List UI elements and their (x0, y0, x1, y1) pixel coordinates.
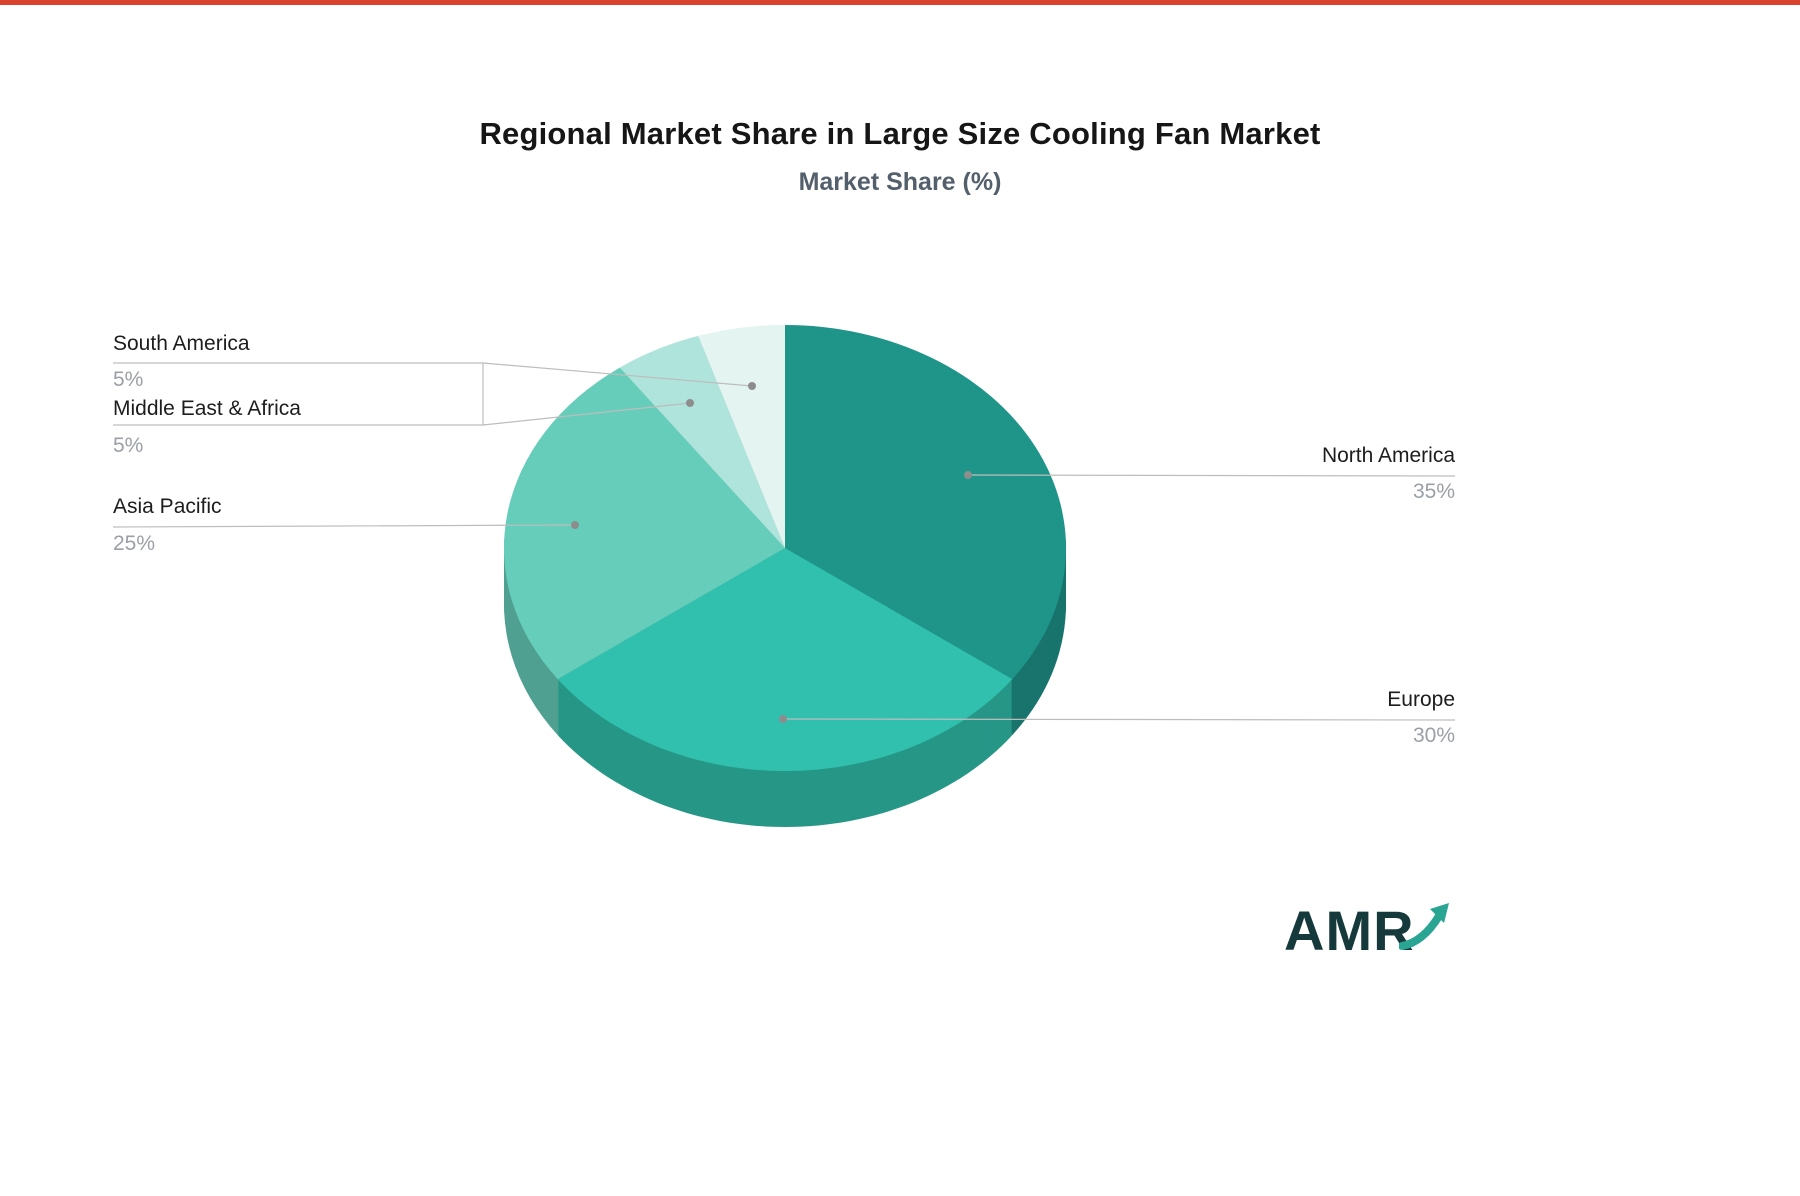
pie-slice-middle-east-africa[interactable] (619, 335, 785, 548)
top-accent-bar (0, 0, 1800, 5)
slice-value-europe: 30% (1412, 724, 1455, 747)
slice-label-europe: Europe (1387, 688, 1455, 711)
leader-dot-north-america (964, 471, 972, 479)
pie-slice-south-america[interactable] (698, 325, 785, 548)
leader-dot-asia-pacific (571, 521, 579, 529)
leader-line-asia-pacific (112, 524, 576, 528)
slice-label-south-america: South America (113, 332, 250, 355)
slice-value-south-america: 5% (113, 368, 144, 391)
page-title: Regional Market Share in Large Size Cool… (479, 116, 1321, 151)
leader-dot-europe (779, 715, 787, 723)
slice-value-north-america: 35% (1412, 480, 1455, 503)
leader-line-europe (782, 718, 1456, 721)
slice-value-asia-pacific: 25% (113, 532, 156, 555)
leader-line-middle-east-africa (113, 402, 691, 426)
amr-logo-arrow-icon (1398, 902, 1449, 950)
pie-slice-europe[interactable] (557, 548, 1013, 771)
amr-logo-text: AMR (1284, 899, 1415, 962)
leader-dot-south-america (748, 382, 756, 390)
leader-dot-middle-east-africa (686, 399, 694, 407)
slice-value-middle-east-africa: 5% (113, 434, 144, 457)
amr-logo: AMR (1284, 898, 1451, 963)
pie-slice-north-america[interactable] (785, 325, 1066, 680)
slice-label-middle-east-africa: Middle East & Africa (113, 397, 301, 420)
pie-slice-asia-pacific[interactable] (504, 367, 785, 680)
leader-line-north-america (967, 474, 1456, 477)
slice-label-asia-pacific: Asia Pacific (113, 495, 222, 518)
page-subtitle: Market Share (%) (798, 168, 1002, 196)
slice-label-north-america: North America (1321, 444, 1455, 467)
